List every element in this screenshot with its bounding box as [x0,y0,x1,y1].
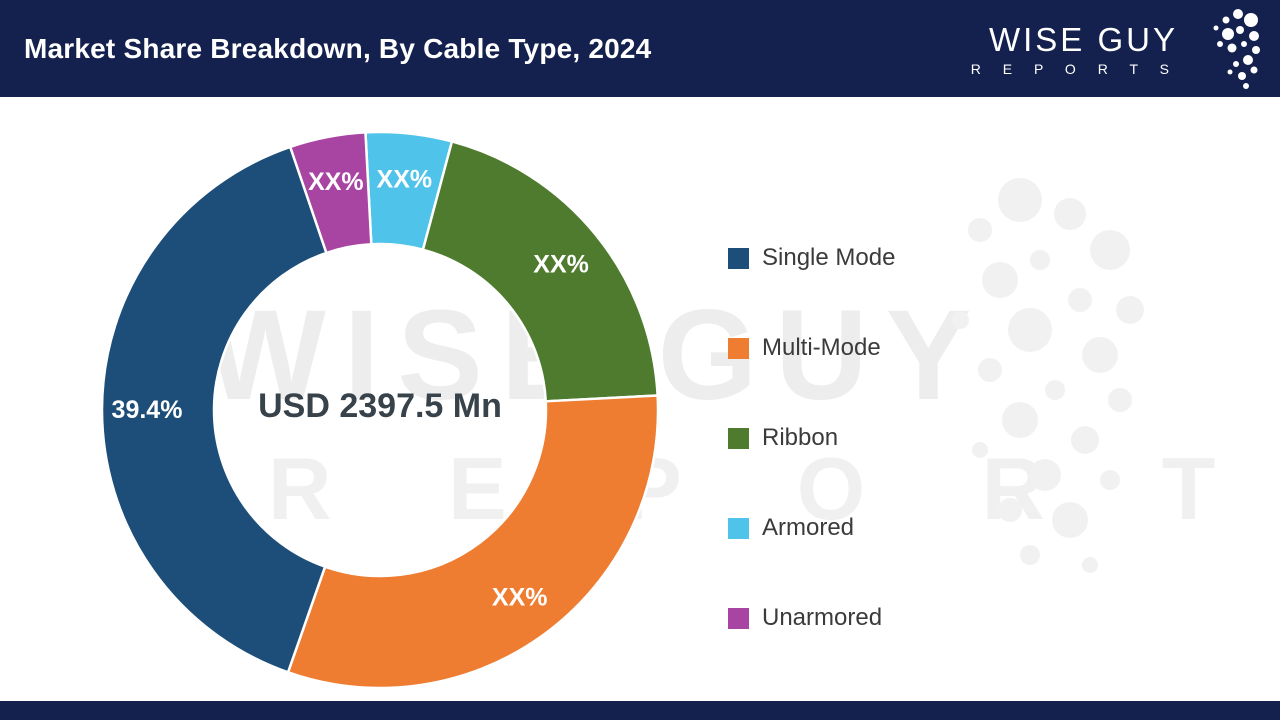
slice-ribbon [421,140,659,403]
legend-swatch-unarmored [728,607,749,629]
chart-center-value: USD 2397.5 Mn [258,387,502,425]
page-title: Market Share Breakdown, By Cable Type, 2… [24,32,652,64]
donut-chart-container: XX% XX% XX% 39.4% XX% [90,120,670,700]
legend-swatch-ribbon [728,427,749,449]
legend-item-single-mode: Single Mode [728,244,895,272]
legend-label-single-mode: Single Mode [762,244,896,271]
legend-label-multi-mode: Multi-Mode [762,334,881,361]
legend-label-ribbon: Ribbon [762,424,839,451]
legend-item-unarmored: Unarmored [728,604,895,632]
slice-single-mode [100,145,328,674]
legend-label-unarmored: Unarmored [762,604,883,631]
slice-label-single-mode: 39.4% [112,396,183,424]
slice-label-multi-mode: XX% [492,583,548,611]
legend-item-multi-mode: Multi-Mode [728,334,895,362]
legend-label-armored: Armored [762,514,855,541]
slice-label-unarmored: XX% [308,168,364,196]
face-watermark-icon [951,178,1144,573]
donut-chart: XX% XX% XX% 39.4% XX% [100,130,660,690]
logo-dotted-face-icon [1213,8,1260,89]
slice-label-armored: XX% [377,165,433,193]
header-bar: Market Share Breakdown, By Cable Type, 2… [0,0,1280,97]
brand-logo: WISE GUY R E P O R T S [971,6,1262,92]
legend-swatch-single-mode [728,247,749,269]
legend-item-armored: Armored [728,514,895,542]
footer-bar [0,701,1280,720]
brand-subtitle: R E P O R T S [970,60,1178,77]
legend-swatch-armored [728,517,749,539]
slice-unarmored [288,131,373,255]
slice-label-ribbon: XX% [533,250,589,278]
brand-name: WISE GUY [988,20,1178,58]
legend-item-ribbon: Ribbon [728,424,895,452]
slice-multi-mode [286,394,660,690]
legend-swatch-multi-mode [728,337,749,359]
brand-logo-text: WISE GUY R E P O R T S [971,21,1178,77]
chart-legend: Single Mode Multi-Mode Ribbon Armored Un… [728,244,895,694]
